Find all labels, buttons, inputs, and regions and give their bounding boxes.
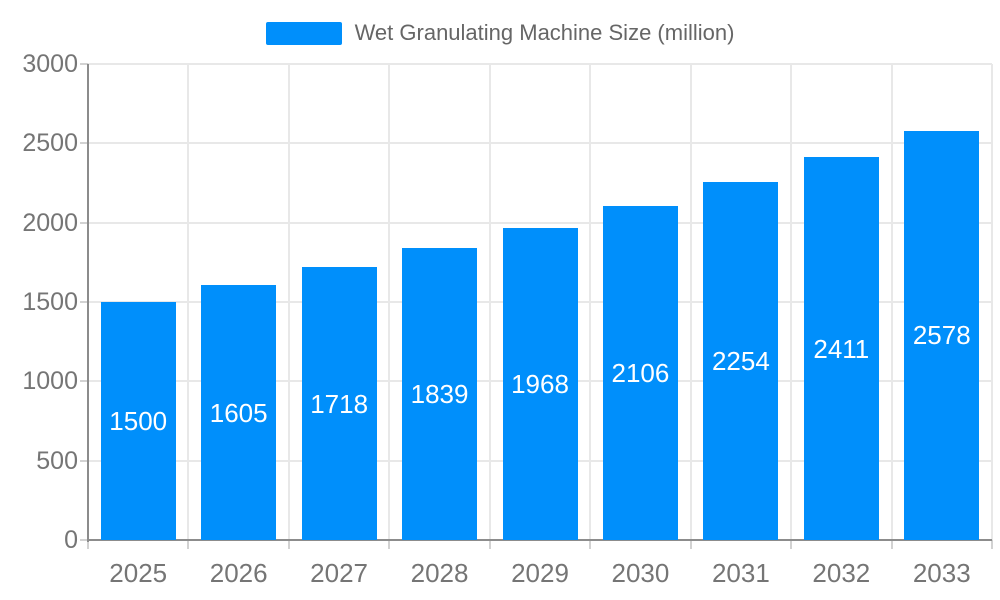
x-axis-tick — [287, 540, 290, 549]
y-axis-tick — [80, 221, 88, 224]
x-axis-tick-label: 2031 — [711, 558, 770, 588]
bar-2026[interactable] — [201, 285, 277, 540]
x-axis-tick — [87, 540, 89, 549]
y-axis-tick — [80, 301, 88, 303]
x-axis-tick-label: 2026 — [209, 558, 268, 588]
y-axis-tick-label: 2000 — [22, 208, 78, 237]
x-axis-tick-label: 2030 — [611, 558, 670, 588]
gridline-vertical — [488, 64, 491, 540]
x-axis-tick-label: 2028 — [410, 558, 469, 588]
x-axis-tick-label: 2025 — [109, 558, 168, 588]
x-axis-tick — [488, 540, 491, 549]
y-axis-tick-label: 0 — [64, 526, 78, 554]
y-axis-tick — [80, 63, 88, 65]
y-axis-tick-label: 2500 — [22, 129, 78, 158]
y-axis-tick-label: 500 — [36, 446, 78, 475]
bar-2030[interactable] — [602, 205, 678, 540]
bar-2031[interactable] — [703, 182, 779, 540]
x-axis-tick — [388, 540, 391, 549]
gridline-vertical — [589, 64, 592, 540]
bar-2027[interactable] — [301, 267, 377, 540]
gridline-horizontal — [88, 221, 992, 224]
bar-2033[interactable] — [904, 130, 980, 540]
x-axis-tick-label: 2027 — [310, 558, 369, 588]
x-axis-tick — [589, 540, 592, 549]
x-axis-line — [88, 539, 992, 541]
x-axis-tick — [187, 540, 190, 549]
x-axis-tick — [890, 540, 893, 549]
bar-value-label: 2578 — [912, 320, 971, 351]
bar-value-label: 1718 — [310, 388, 369, 419]
bar-2032[interactable] — [803, 157, 879, 540]
x-axis-tick-label: 2029 — [511, 558, 569, 588]
gridline-horizontal — [88, 63, 992, 65]
x-axis-tick — [790, 540, 793, 549]
bar-2028[interactable] — [402, 248, 478, 540]
gridline-vertical — [790, 64, 793, 540]
legend-label: Wet Granulating Machine Size (million) — [354, 20, 735, 45]
x-axis-tick — [689, 540, 692, 549]
y-axis-tick — [80, 539, 88, 541]
gridline-horizontal — [88, 142, 992, 145]
y-axis-tick-label: 1000 — [22, 367, 78, 396]
legend-item[interactable]: Wet Granulating Machine Size (million) — [0, 20, 1000, 46]
bar-2029[interactable] — [502, 227, 578, 540]
bar-value-label: 2106 — [611, 357, 670, 388]
gridline-vertical — [890, 64, 893, 540]
bar-value-label: 1500 — [109, 406, 168, 436]
bar-value-label: 1839 — [410, 379, 469, 410]
x-axis-tick-label: 2033 — [912, 558, 971, 588]
gridline-vertical — [689, 64, 692, 540]
bar-2025[interactable] — [100, 302, 176, 540]
y-axis-tick — [80, 142, 88, 145]
legend-swatch-icon — [265, 21, 342, 45]
bar-value-label: 2411 — [813, 333, 870, 364]
x-axis-tick — [991, 540, 993, 549]
bar-value-label: 1968 — [511, 368, 569, 399]
y-axis-tick-label: 3000 — [22, 50, 78, 78]
gridline-vertical — [388, 64, 391, 540]
gridline-vertical — [287, 64, 290, 540]
bar-value-label: 2254 — [711, 346, 770, 377]
x-axis-tick-label: 2032 — [812, 558, 871, 588]
y-axis-tick — [80, 380, 88, 383]
y-axis-tick — [80, 459, 88, 462]
bar-value-label: 1605 — [209, 397, 268, 428]
y-axis-tick-label: 1500 — [22, 288, 78, 316]
gridline-vertical — [991, 64, 993, 540]
y-axis-line — [87, 64, 89, 542]
gridline-vertical — [187, 64, 190, 540]
